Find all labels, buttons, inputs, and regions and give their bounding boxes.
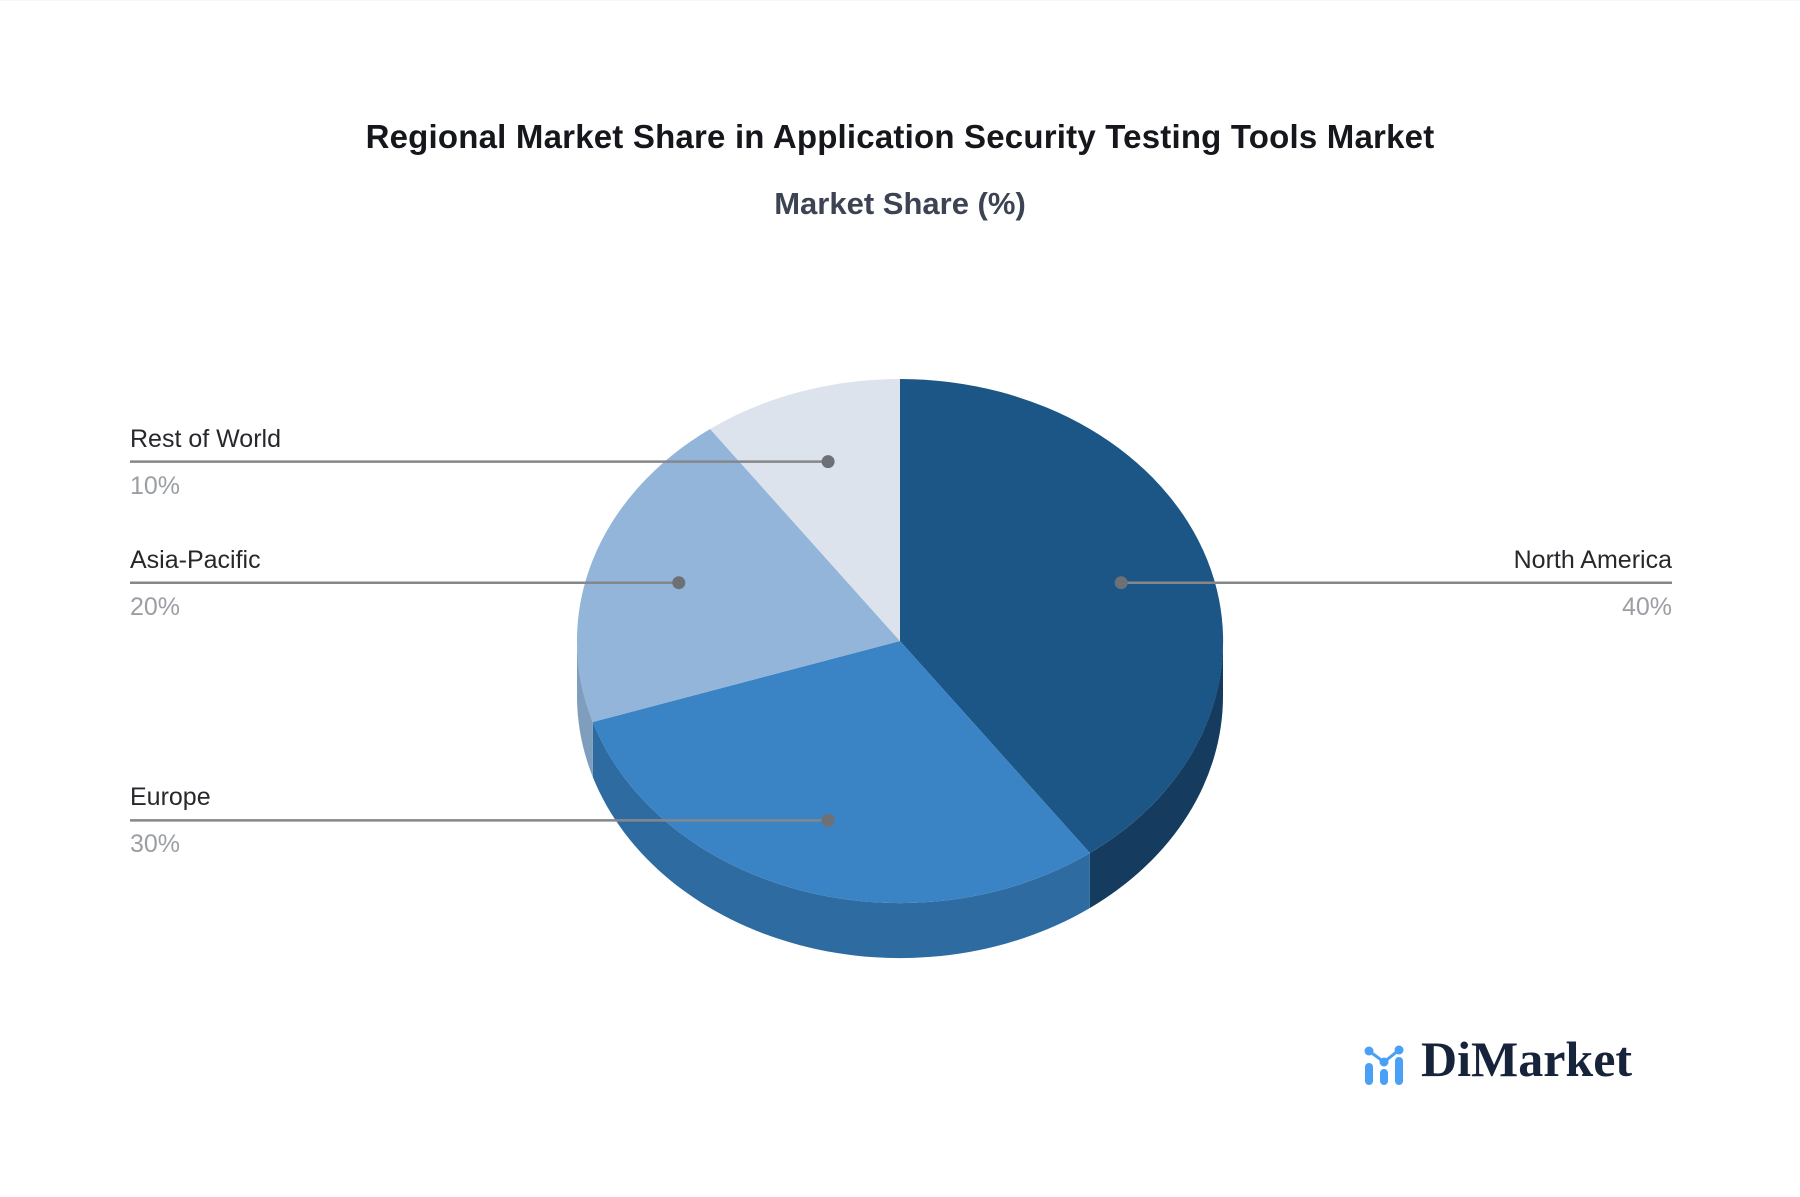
pie-slice-side-asia-pacific — [576, 641, 593, 777]
slice-label-europe: Europe — [130, 783, 211, 812]
pie-slice-north-america[interactable] — [900, 378, 1224, 853]
slice-percent-north-america: 40% — [1621, 592, 1672, 621]
slice-label-north-america: North America — [1513, 545, 1672, 574]
slice-percent-asia-pacific: 20% — [130, 592, 181, 621]
bar-line-chart-icon — [1364, 1045, 1404, 1085]
callout-dot — [672, 576, 686, 590]
pie-top-faces — [576, 378, 1224, 904]
callout-dot — [821, 455, 835, 469]
pie-side-walls — [576, 641, 1224, 959]
chart-subtitle: Market Share (%) — [774, 186, 1026, 221]
pie-slice-side-europe — [592, 722, 1090, 959]
pie-slice-side-north-america — [1089, 641, 1224, 908]
callout-dot — [1114, 576, 1128, 590]
slice-label-rest-of-world: Rest of World — [130, 424, 281, 453]
brand-logo: DiMarket — [1362, 1031, 1632, 1087]
slice-percent-europe: 30% — [130, 830, 181, 859]
pie-slice-asia-pacific[interactable] — [576, 429, 900, 722]
chart-title: Regional Market Share in Application Sec… — [365, 118, 1435, 155]
callout-lines — [130, 455, 1672, 827]
brand-logo-text: DiMarket — [1421, 1031, 1633, 1087]
callout-dot — [821, 813, 835, 827]
pie-slice-europe[interactable] — [592, 641, 1090, 904]
pie-slice-rest-of-world[interactable] — [710, 379, 900, 641]
slice-label-asia-pacific: Asia-Pacific — [130, 545, 261, 574]
slice-percent-rest-of-world: 10% — [130, 471, 181, 500]
